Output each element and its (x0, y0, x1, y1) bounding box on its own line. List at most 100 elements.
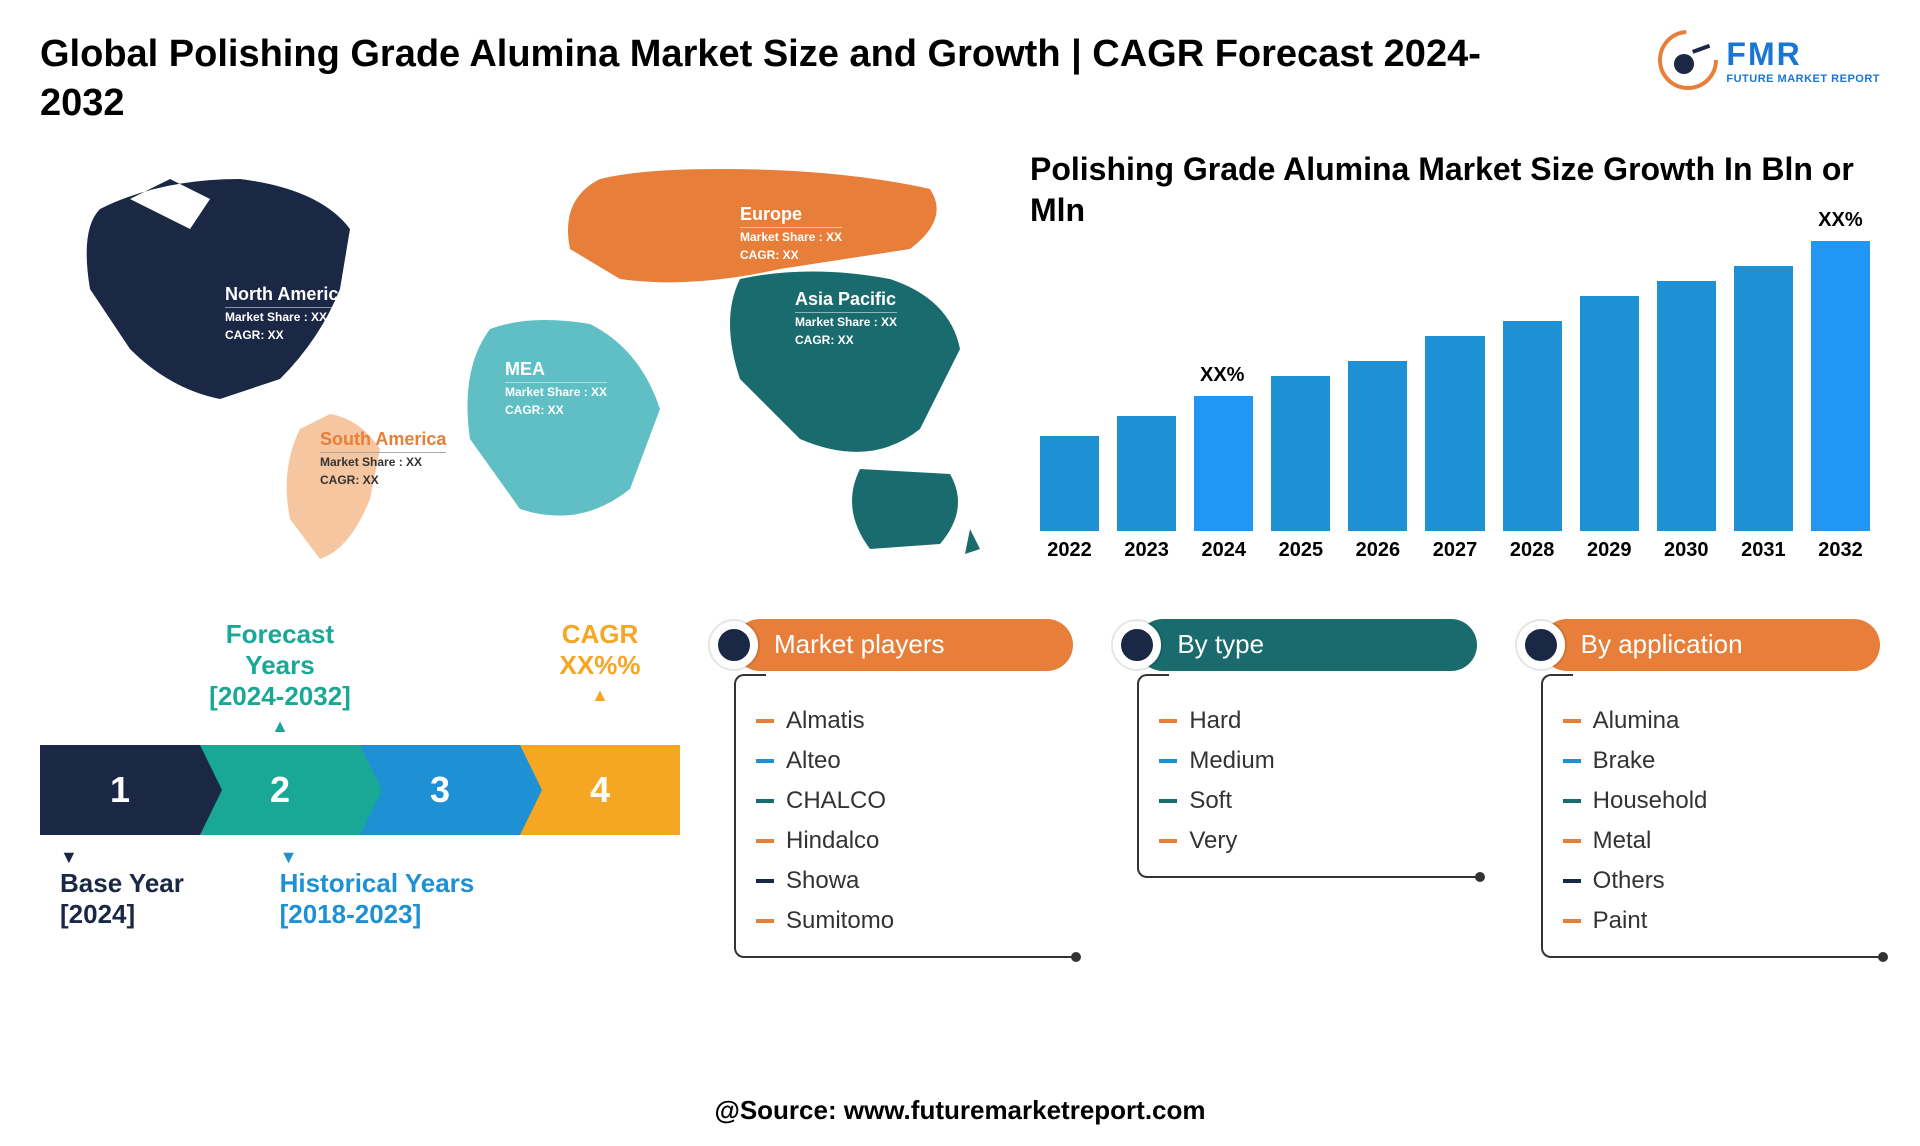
tick-icon (756, 839, 774, 843)
category-list: HardMediumSoftVery (1137, 686, 1476, 878)
page-title: Global Polishing Grade Alumina Market Si… (40, 30, 1540, 129)
bar-rect (1348, 361, 1407, 531)
category-title: Market players (734, 619, 1073, 671)
tick-icon (1159, 799, 1177, 803)
bar-2023: 2023 (1117, 416, 1176, 562)
category-by-type: By typeHardMediumSoftVery (1113, 619, 1476, 958)
category-title: By application (1541, 619, 1880, 671)
tick-icon (1563, 799, 1581, 803)
bar-year-label: 2022 (1047, 539, 1092, 562)
bar-rect (1734, 266, 1793, 531)
timeline-seg-1: 1 (40, 745, 200, 835)
source-text: @Source: www.futuremarketreport.com (714, 1095, 1205, 1126)
bar-pct-label: XX% (1818, 209, 1862, 232)
logo: FMR FUTURE MARKET REPORT (1658, 30, 1880, 90)
bar-rect (1580, 296, 1639, 531)
list-item: Paint (1563, 901, 1880, 941)
list-item: Sumitomo (756, 901, 1073, 941)
list-item: Soft (1159, 781, 1476, 821)
bar-2024: 2024 (1194, 396, 1253, 562)
category-dot-icon (1113, 621, 1161, 669)
bar-chart: Polishing Grade Alumina Market Size Grow… (1030, 149, 1880, 569)
bar-2028: 2028 (1503, 321, 1562, 562)
item-label: Paint (1593, 907, 1648, 935)
category-header: By type (1113, 619, 1476, 671)
bar-2030: 2030 (1657, 281, 1716, 562)
tick-icon (756, 759, 774, 763)
timeline-seg-2: 2 (200, 745, 360, 835)
tick-icon (756, 799, 774, 803)
bar-2029: 2029 (1580, 296, 1639, 562)
list-item: Medium (1159, 741, 1476, 781)
region-europe: Europe Market Share : XX CAGR: XX (740, 204, 842, 262)
category-market-players: Market players Almatis Alteo CHALCO Hindalco… (710, 619, 1073, 958)
bar-2022: 2022 (1040, 436, 1099, 562)
list-item: Showa (756, 861, 1073, 901)
list-item: Household (1563, 781, 1880, 821)
item-label: Metal (1593, 827, 1652, 855)
region-asia-pacific: Asia Pacific Market Share : XX CAGR: XX (795, 289, 897, 347)
bar-rect (1425, 336, 1484, 531)
bar-rect (1657, 281, 1716, 531)
bar-2027: 2027 (1425, 336, 1484, 562)
list-item: Brake (1563, 741, 1880, 781)
bar-year-label: 2030 (1664, 539, 1709, 562)
bar-2031: 2031 (1734, 266, 1793, 562)
item-label: CHALCO (786, 787, 886, 815)
category-header: By application (1517, 619, 1880, 671)
category-title: By type (1137, 619, 1476, 671)
tick-icon (1159, 719, 1177, 723)
category-header: Market players (710, 619, 1073, 671)
bar-rect (1503, 321, 1562, 531)
item-label: Soft (1189, 787, 1232, 815)
bar-rect (1811, 241, 1870, 531)
bar-year-label: 2024 (1201, 539, 1246, 562)
category-dot-icon (1517, 621, 1565, 669)
timeline-bar: 1 2 3 4 (40, 745, 680, 835)
bar-year-label: 2029 (1587, 539, 1632, 562)
bar-year-label: 2031 (1741, 539, 1786, 562)
tick-icon (1159, 839, 1177, 843)
item-label: Showa (786, 867, 859, 895)
timeline: Forecast Years [2024-2032] ▲ CAGR XX%% ▲… (40, 619, 680, 958)
timeline-seg-3: 3 (360, 745, 520, 835)
base-year-label: ▼ Base Year [2024] (60, 843, 184, 930)
item-label: Alteo (786, 747, 841, 775)
list-item: Hindalco (756, 821, 1073, 861)
item-label: Others (1593, 867, 1665, 895)
item-label: Almatis (786, 707, 865, 735)
tick-icon (1563, 879, 1581, 883)
item-label: Sumitomo (786, 907, 894, 935)
category-by-application: By application Alumina Brake Household Metal… (1517, 619, 1880, 958)
tick-icon (1563, 759, 1581, 763)
item-label: Medium (1189, 747, 1274, 775)
tick-icon (1563, 919, 1581, 923)
bar-2025: 2025 (1271, 376, 1330, 562)
item-label: Household (1593, 787, 1708, 815)
bar-2032: 2032 (1811, 241, 1870, 562)
list-item: Hard (1159, 701, 1476, 741)
bar-rect (1040, 436, 1099, 531)
list-item: Alumina (1563, 701, 1880, 741)
bar-year-label: 2027 (1433, 539, 1478, 562)
categories: Market players Almatis Alteo CHALCO Hindalco… (710, 619, 1880, 958)
logo-main-text: FMR (1726, 36, 1880, 73)
category-dot-icon (710, 621, 758, 669)
bar-rect (1194, 396, 1253, 531)
cagr-label: CAGR XX%% ▲ (520, 619, 680, 737)
bar-rect (1117, 416, 1176, 531)
tick-icon (756, 719, 774, 723)
item-label: Alumina (1593, 707, 1680, 735)
bar-pct-label: XX% (1200, 364, 1244, 387)
item-label: Hard (1189, 707, 1241, 735)
bar-year-label: 2032 (1818, 539, 1863, 562)
historical-label: ▼ Historical Years [2018-2023] (280, 843, 475, 930)
bar-2026: 2026 (1348, 361, 1407, 562)
bar-year-label: 2028 (1510, 539, 1555, 562)
list-item: Almatis (756, 701, 1073, 741)
region-south-america: South America Market Share : XX CAGR: XX (320, 429, 446, 487)
bar-year-label: 2023 (1124, 539, 1169, 562)
list-item: Others (1563, 861, 1880, 901)
tick-icon (756, 879, 774, 883)
item-label: Brake (1593, 747, 1656, 775)
